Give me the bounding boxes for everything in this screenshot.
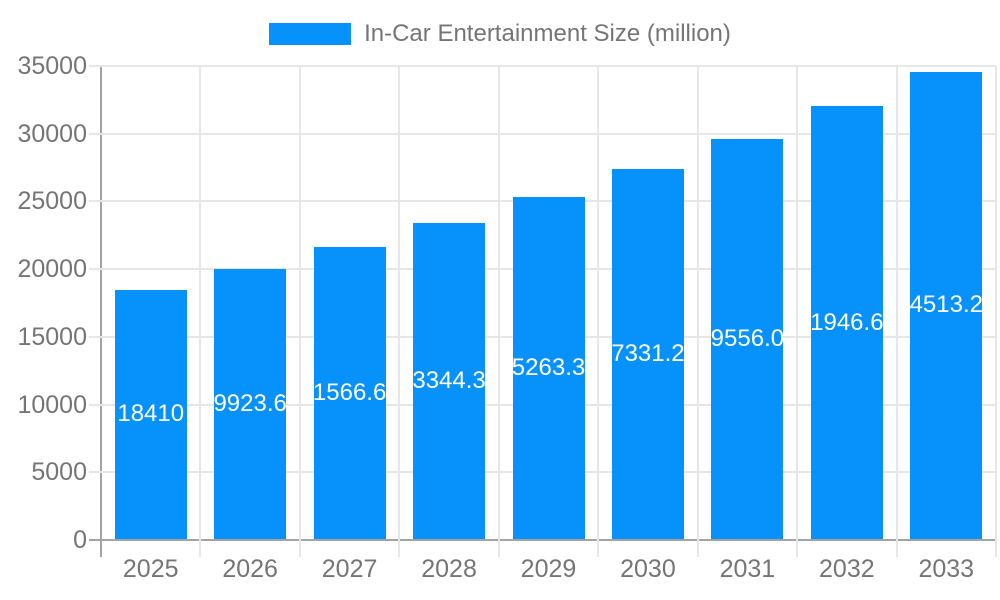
x-tick-label: 2028 [421,555,477,583]
y-tick-label: 30000 [17,119,87,148]
bar[interactable]: 25263.33 [512,196,585,539]
x-grid-line [995,66,997,557]
x-grid-line [796,66,799,557]
bar-value-label: 34513.29 [910,291,983,319]
x-grid-line [696,66,699,557]
x-grid-line [398,66,401,557]
legend-label: In-Car Entertainment Size (million) [364,20,731,47]
x-grid-line [597,66,600,557]
y-grid-line [89,132,996,135]
bar[interactable]: 29556.07 [711,138,784,539]
y-tick-label: 15000 [17,322,87,351]
bar-value-label: 21566.66 [313,378,386,406]
x-grid-line [199,66,202,557]
bar[interactable]: 31946.67 [810,106,883,539]
y-tick-label: 0 [73,526,87,554]
y-axis-line [100,66,102,557]
x-tick-label: 2031 [719,555,776,583]
bar-value-label: 19923.66 [214,390,287,418]
bar[interactable]: 19923.66 [214,269,287,539]
y-tick-label: 35000 [17,52,87,80]
y-tick-label: 10000 [17,390,87,419]
legend-item[interactable]: In-Car Entertainment Size (million) [269,20,731,48]
x-tick-label: 2032 [819,555,875,583]
bar-value-label: 31946.67 [810,308,883,336]
x-tick-label: 2030 [620,555,676,583]
x-grid-line [895,66,898,557]
bar[interactable]: 21566.66 [313,246,386,539]
x-tick-label: 2027 [321,555,378,583]
x-tick-label: 2033 [918,555,975,583]
bar-value-label: 29556.07 [711,324,784,352]
legend: In-Car Entertainment Size (million) [0,20,1000,48]
y-tick-label: 25000 [17,187,87,216]
bar[interactable]: 18410 [114,289,187,539]
bar-value-label: 25263.33 [512,353,585,381]
bar[interactable]: 23344.33 [413,222,486,539]
bar[interactable]: 34513.29 [910,71,983,539]
plot-area: 0 5000 10000 15000 20000 25000 30000 35000 18410… [17,52,997,583]
x-tick-label: 2029 [520,555,577,583]
x-axis-line [89,539,996,541]
x-grid-line [298,66,301,557]
bar-value-label: 18410 [117,400,185,428]
x-grid-line [497,66,500,557]
legend-swatch [269,23,352,45]
y-tick-label: 5000 [31,458,87,487]
x-tick-label: 2026 [222,555,278,583]
x-tick-label: 2025 [122,555,179,583]
bar-value-label: 23344.33 [413,366,486,394]
bar-value-label: 27331.25 [611,339,684,367]
bar[interactable]: 27331.25 [611,168,684,539]
y-grid-line [89,65,996,67]
y-tick-label: 20000 [17,255,87,284]
